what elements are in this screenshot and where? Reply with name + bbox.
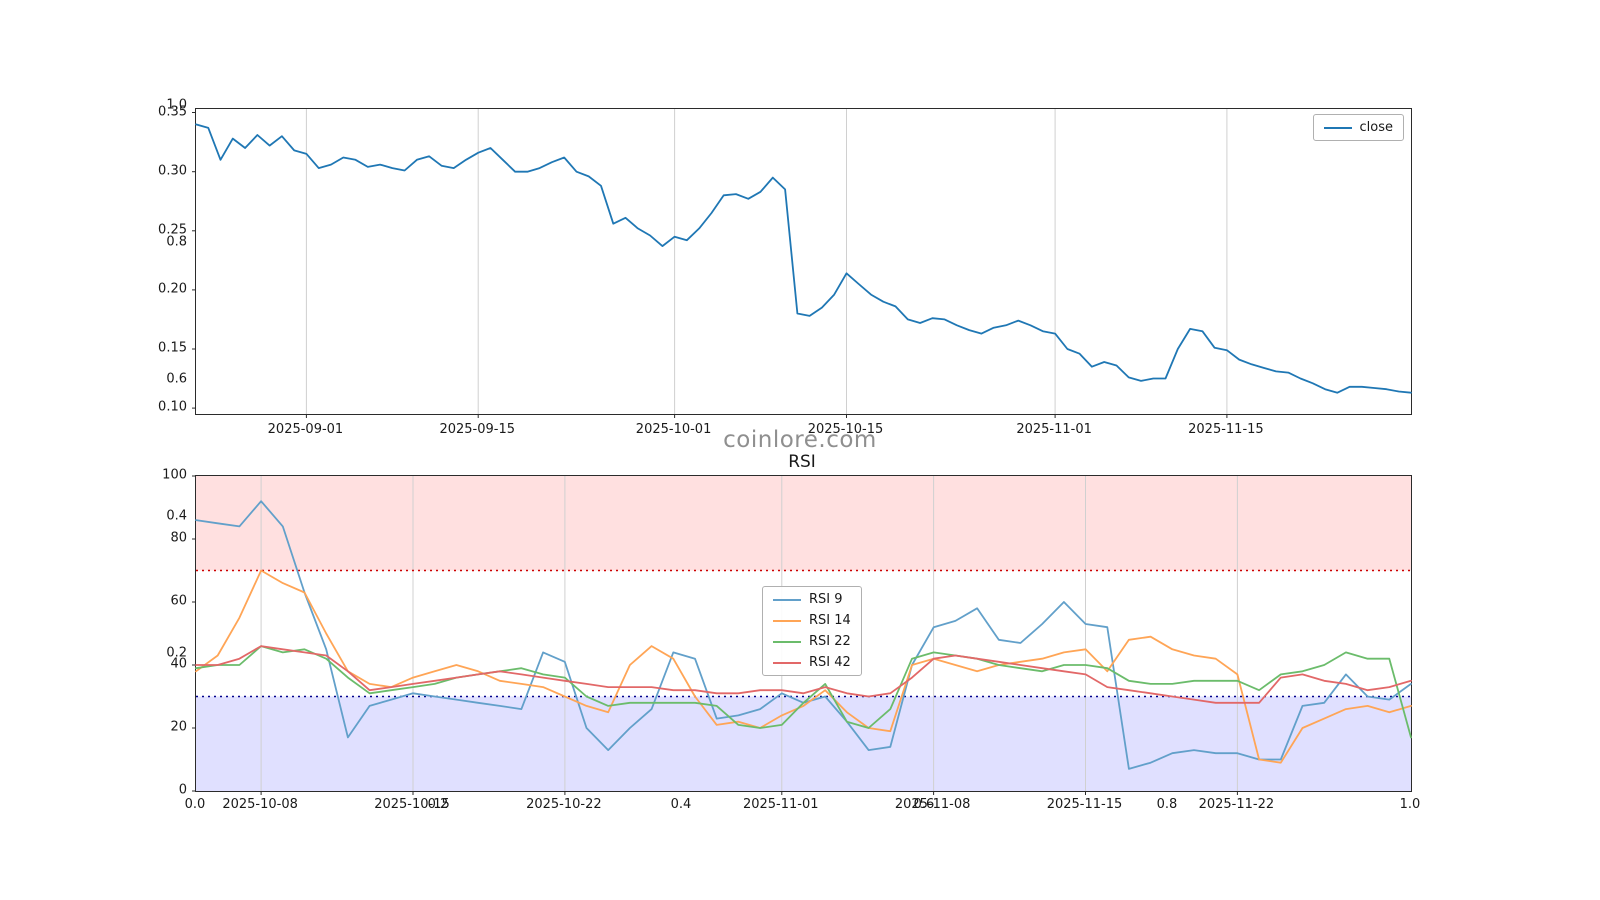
overlay-x-tick-label: 0.4 (670, 797, 692, 812)
overlay-y-tick-label: 0.2 (166, 645, 187, 661)
price-y-tick-label: 0.25 (158, 222, 187, 238)
rsi-legend-row: RSI 9 (773, 592, 843, 607)
rsi9-legend-label: RSI 9 (809, 592, 843, 607)
overlay-x-tick-label: 0.0 (184, 797, 206, 812)
overlay-y-tick-label: 0.6 (166, 371, 187, 387)
rsi-chart-title: RSI (788, 452, 816, 472)
rsi-42-line (195, 645, 1412, 704)
rsi-y-tick-label: 60 (170, 593, 187, 609)
rsi-y-tick-label: 100 (162, 467, 187, 483)
price-y-tick-label: 0.15 (158, 340, 187, 356)
rsi9-series-line-icon (773, 598, 801, 601)
rsi-22-line (195, 645, 1412, 739)
price-x-tick-label: 2025-10-15 (807, 422, 884, 437)
rsi-14-line (195, 569, 1412, 764)
price-chart-svg (192, 109, 1412, 418)
price-x-tick-label: 2025-11-01 (1016, 422, 1092, 437)
price-y-tick-label: 0.20 (158, 281, 187, 297)
rsi-x-tick-label: 2025-10-08 (222, 797, 298, 812)
rsi-x-tick-label: 2025-11-01 (742, 797, 819, 812)
close-series-line-icon (1323, 126, 1352, 129)
overlay-x-tick-label: 1.0 (1399, 797, 1421, 812)
rsi-y-tick-label: 40 (170, 656, 187, 672)
rsi-x-tick-label: 2025-11-22 (1198, 797, 1275, 812)
rsi14-series-line-icon (773, 619, 801, 622)
rsi-y-tick-label: 80 (170, 530, 187, 546)
rsi-legend-row: RSI 22 (773, 634, 851, 649)
overlay-x-tick-label: 0.8 (1156, 797, 1178, 812)
rsi14-legend-label: RSI 14 (809, 613, 851, 628)
rsi-legend-row: RSI 42 (773, 655, 851, 670)
overlay-y-tick-label: 0.8 (166, 234, 187, 250)
rsi-legend-row: RSI 14 (773, 613, 851, 628)
rsi-x-tick-label: 2025-11-15 (1046, 797, 1123, 812)
rsi42-legend-label: RSI 42 (809, 655, 851, 670)
overlay-y-tick-label: 1.0 (166, 97, 187, 113)
price-x-tick-label: 2025-09-01 (267, 422, 344, 437)
price-x-tick-label: 2025-09-15 (439, 422, 516, 437)
close-line (195, 123, 1412, 394)
rsi-chart-svg (192, 475, 1412, 795)
overbought-band (196, 476, 1411, 571)
coinlore-watermark: coinlore.com (723, 427, 877, 453)
rsi-x-tick-label: 2025-11-08 (894, 797, 971, 812)
rsi22-legend-label: RSI 22 (809, 634, 851, 649)
price-legend: close (1312, 114, 1404, 141)
price-x-tick-label: 2025-11-15 (1188, 422, 1264, 437)
rsi-y-tick-label: 0 (178, 782, 187, 798)
rsi-legend: RSI 9 RSI 14 RSI 22 RSI 42 (762, 586, 862, 676)
overlay-y-tick-label: 0.4 (166, 508, 187, 524)
price-y-tick-label: 0.30 (158, 163, 187, 179)
close-legend-label: close (1359, 120, 1393, 135)
rsi-y-tick-label: 20 (170, 719, 187, 735)
price-y-tick-label: 0.35 (158, 104, 187, 120)
rsi-chart-plot-area: RSI 9 RSI 14 RSI 22 RSI 42 (192, 475, 1412, 795)
rsi42-series-line-icon (773, 661, 801, 664)
overlay-x-tick-label: 0.6 (913, 797, 935, 812)
rsi-x-tick-label: 2025-10-22 (526, 797, 602, 812)
price-y-tick-label: 0.10 (158, 399, 187, 415)
overlay-x-tick-label: 0.2 (427, 797, 449, 812)
price-chart-plot-area: close (192, 108, 1412, 418)
rsi22-series-line-icon (773, 640, 801, 643)
oversold-band (196, 696, 1411, 791)
rsi-x-tick-label: 2025-10-15 (374, 797, 450, 812)
price-x-tick-label: 2025-10-01 (635, 422, 712, 437)
